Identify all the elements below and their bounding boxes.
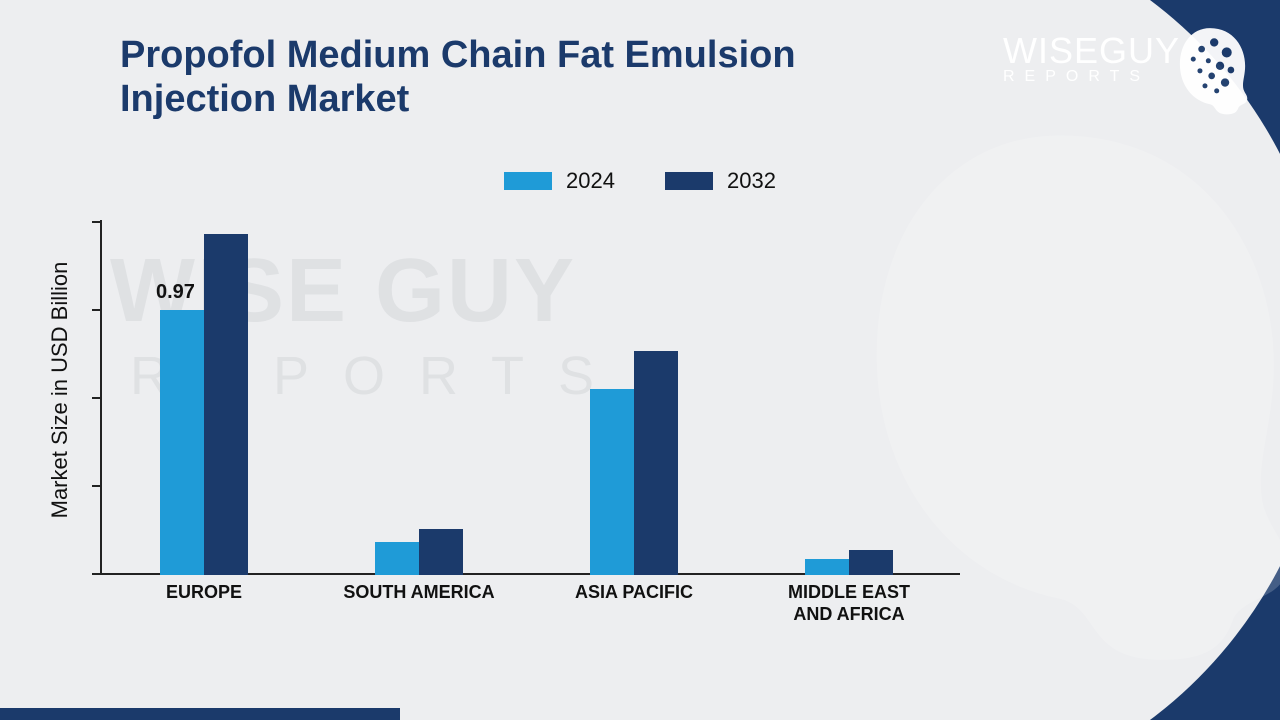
bar-2032	[849, 550, 893, 575]
bar-2024	[590, 389, 634, 575]
chart-title: Propofol Medium Chain Fat Emulsion Injec…	[120, 34, 880, 121]
brand-head-icon	[1168, 24, 1252, 116]
brand-word-wise: WISE	[1003, 30, 1099, 71]
category-label: MIDDLE EAST AND AFRICA	[769, 582, 929, 625]
bar-2032	[634, 351, 678, 575]
category-label: ASIA PACIFIC	[554, 582, 714, 604]
legend-label-2024: 2024	[566, 168, 615, 194]
bar-chart: 0.97 EUROPESOUTH AMERICAASIA PACIFICMIDD…	[100, 220, 960, 575]
legend-swatch-2024	[504, 172, 552, 190]
bottom-accent-bar	[0, 708, 400, 720]
legend-swatch-2032	[665, 172, 713, 190]
y-axis	[100, 220, 102, 575]
brand-logo-text: WISEGUY REPORTS	[1003, 30, 1180, 86]
legend-label-2032: 2032	[727, 168, 776, 194]
legend-item-2024: 2024	[504, 168, 615, 194]
bar-group	[375, 529, 463, 575]
bar-2024	[160, 310, 204, 575]
y-tick	[92, 309, 100, 311]
y-tick	[92, 397, 100, 399]
bar-2024	[375, 542, 419, 575]
y-tick	[92, 221, 100, 223]
legend-item-2032: 2032	[665, 168, 776, 194]
infographic-stage: WISE GUY REPORTS Propofol Medium Chain F…	[0, 0, 1280, 720]
bar-2024	[805, 559, 849, 575]
brand-line1: WISEGUY	[1003, 30, 1180, 72]
y-tick	[92, 573, 100, 575]
y-tick	[92, 485, 100, 487]
bar-2032	[419, 529, 463, 575]
bar-group	[805, 550, 893, 575]
bar-2032	[204, 234, 248, 575]
category-label: EUROPE	[124, 582, 284, 604]
value-label-europe-2024: 0.97	[156, 281, 195, 304]
category-label: SOUTH AMERICA	[339, 582, 499, 604]
bar-group	[590, 351, 678, 575]
legend: 2024 2032	[0, 168, 1280, 194]
y-axis-label: Market Size in USD Billion	[47, 262, 73, 519]
